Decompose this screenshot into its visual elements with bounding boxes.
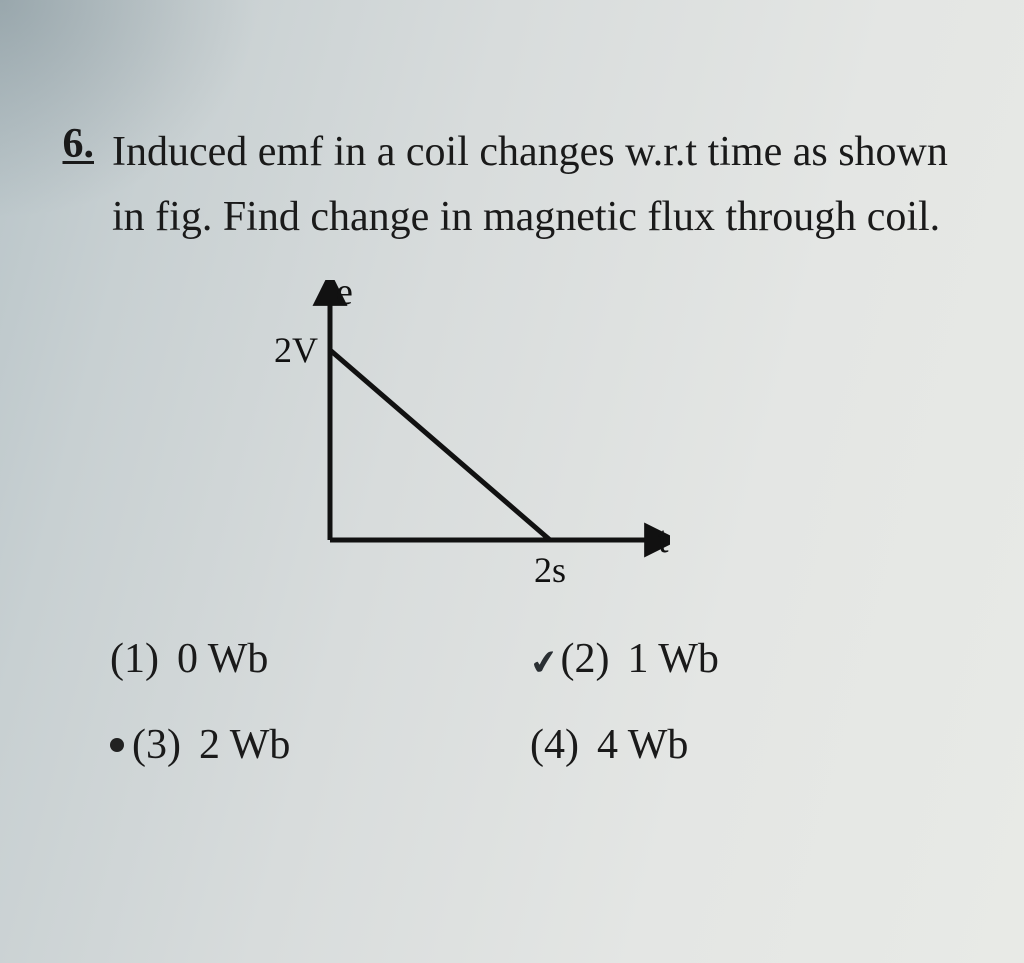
- emf-vs-time-chart: e t 2V 2s: [250, 280, 984, 605]
- option-3[interactable]: (3) 2 Wb: [110, 721, 530, 769]
- svg-text:t: t: [658, 519, 669, 561]
- option-label: 2 Wb: [199, 721, 290, 769]
- question-number: 6.: [40, 120, 94, 168]
- option-number: (4): [530, 721, 579, 769]
- question-text: Induced emf in a coil changes w.r.t time…: [112, 120, 984, 250]
- question-page: 6. Induced emf in a coil changes w.r.t t…: [0, 0, 1024, 963]
- svg-text:2s: 2s: [534, 550, 566, 590]
- option-4[interactable]: (4) 4 Wb: [530, 721, 950, 769]
- option-label: 1 Wb: [627, 635, 718, 683]
- check-mark-icon: ✔: [527, 641, 561, 685]
- svg-text:2V: 2V: [274, 330, 318, 370]
- answer-options: (1) 0 Wb ✔(2) 1 Wb (3) 2 Wb (4) 4 Wb: [40, 635, 984, 769]
- svg-text:e: e: [336, 280, 353, 313]
- option-2[interactable]: ✔(2) 1 Wb: [530, 635, 950, 683]
- option-label: 0 Wb: [177, 635, 268, 683]
- option-1[interactable]: (1) 0 Wb: [110, 635, 530, 683]
- option-number: (1): [110, 635, 159, 683]
- option-number: (3): [132, 721, 181, 769]
- option-label: 4 Wb: [597, 721, 688, 769]
- option-number: (2): [561, 635, 610, 683]
- question-row: 6. Induced emf in a coil changes w.r.t t…: [40, 120, 984, 250]
- chart-svg: e t 2V 2s: [250, 280, 670, 600]
